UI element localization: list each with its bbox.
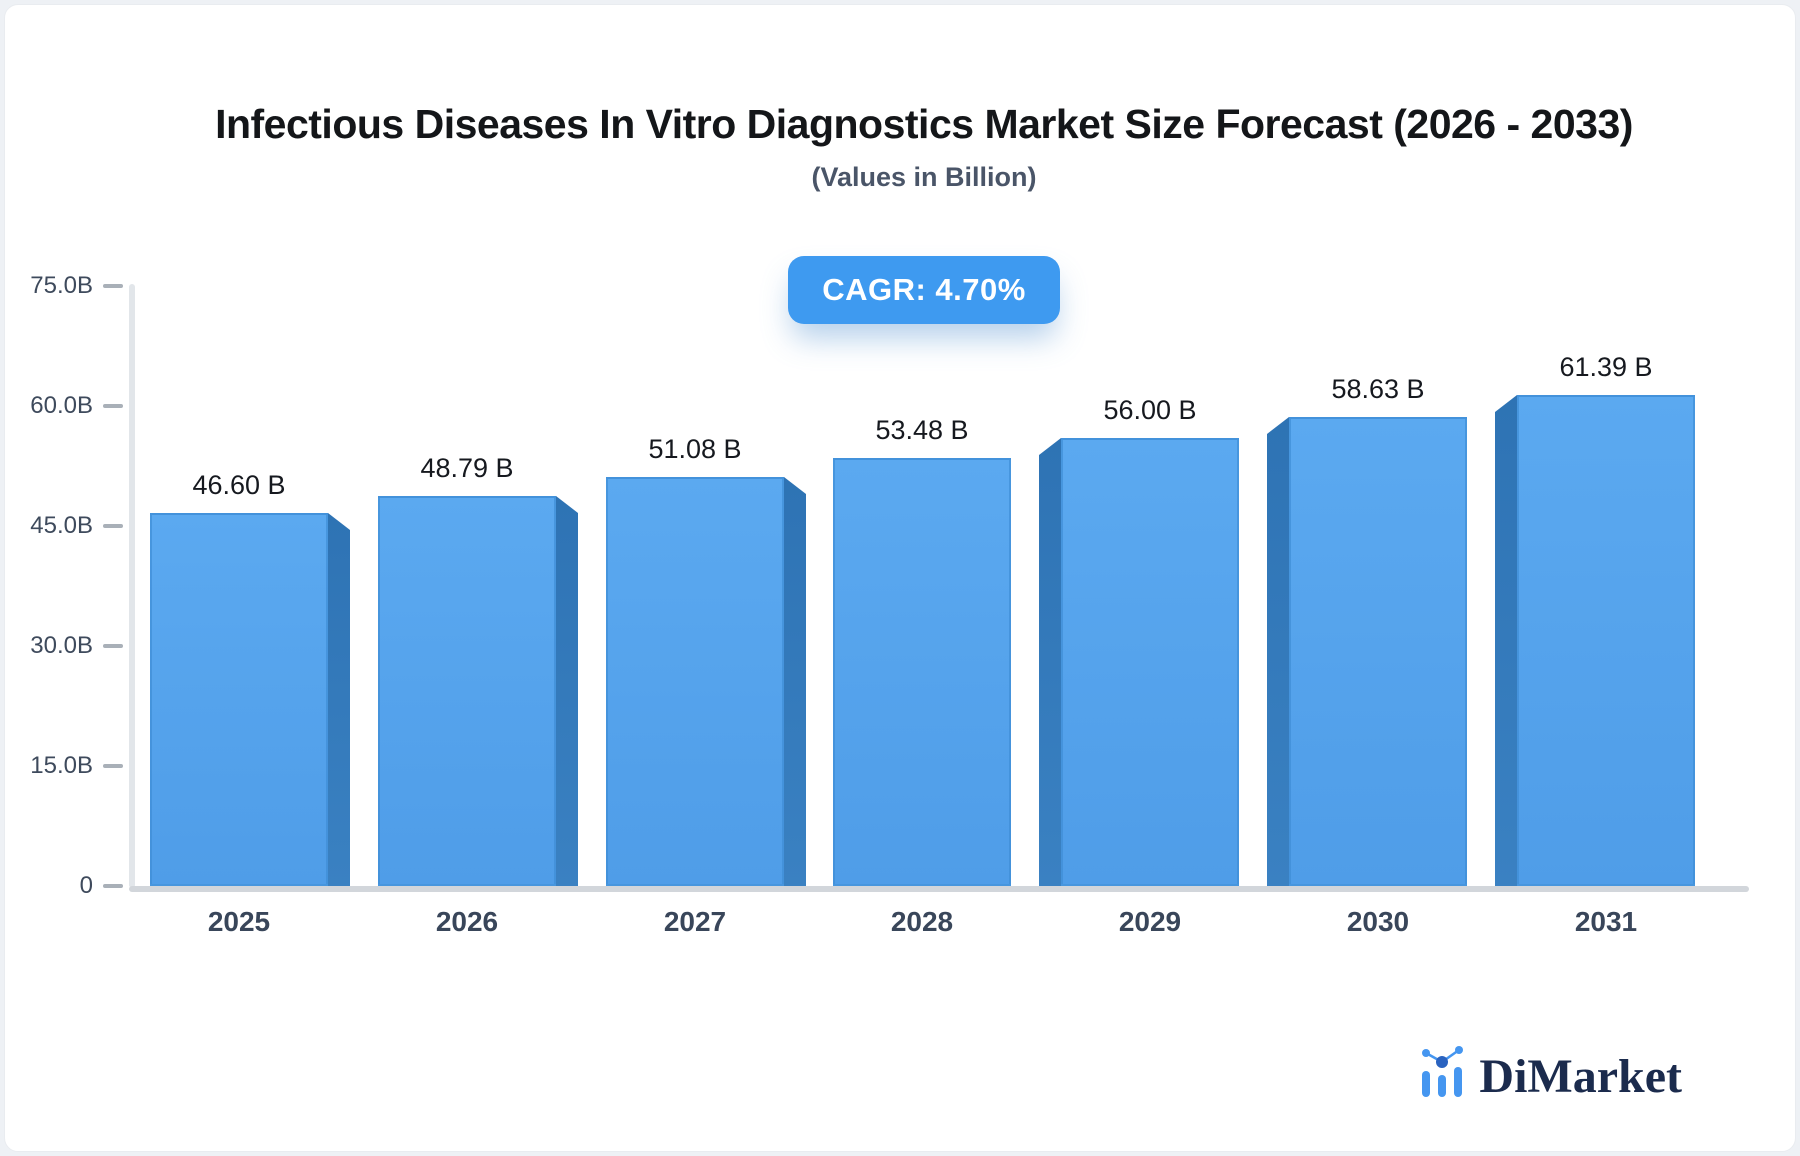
bar-3d-side-2026 [556,496,578,886]
bar-2031 [1517,395,1695,886]
bar-value-label-2028: 53.48 B [875,415,969,445]
chart-card: Infectious Diseases In Vitro Diagnostics… [4,4,1796,1152]
chart-subtitle: (Values in Billion) [811,162,1037,192]
bar-chart-trend-logo-icon [1422,1046,1464,1097]
x-axis-label-2026: 2026 [435,906,499,937]
y-axis-tick [103,884,123,888]
y-axis-label-45.0B: 45.0B [30,512,93,539]
bar-value-label-2027: 51.08 B [648,434,742,464]
x-axis-label-2030: 2030 [1346,906,1410,937]
bar-3d-side-2029 [1039,438,1061,886]
bar-value-label-2025: 46.60 B [192,470,286,500]
chart-header: Infectious Diseases In Vitro Diagnostics… [53,101,1795,193]
y-axis-tick [103,764,123,768]
y-axis-tick [103,644,123,648]
x-axis-label-2025: 2025 [207,906,271,937]
bar-2027 [606,477,784,886]
x-axis-label-2028: 2028 [890,906,954,937]
y-axis-tick [103,404,123,408]
y-axis-label-30.0B: 30.0B [30,632,93,659]
bar-2030 [1289,417,1467,886]
bar-3d-side-2025 [328,513,350,886]
x-axis-label-2029: 2029 [1118,906,1182,937]
bar-chart-plot: 75.0B 60.0B 45.0B 30.0B 15.0B 0 46.60 B 2025 48.… [5,5,1795,1151]
bar-2028 [833,458,1011,886]
bar-value-label-2026: 48.79 B [420,453,514,483]
chart-title: Infectious Diseases In Vitro Diagnostics… [215,101,1633,147]
x-axis-label-2027: 2027 [663,906,727,937]
brand-logo: DiMarket [1421,1045,1682,1101]
cagr-badge: CAGR: 4.70% [788,256,1060,324]
y-axis-tick [103,284,123,288]
brand-logo-text: DiMarket [1479,1050,1682,1103]
x-axis-label-2031: 2031 [1574,906,1638,937]
bar-value-label-2029: 56.00 B [1103,395,1197,425]
y-axis-label-60.0B: 60.0B [30,392,93,419]
x-axis-line [129,886,1749,892]
y-axis-label-75.0B: 75.0B [30,272,93,299]
bar-3d-side-2031 [1495,395,1517,886]
y-axis-line [129,284,135,888]
bar-2029 [1061,438,1239,886]
bar-2025 [150,513,328,886]
bar-3d-side-2027 [784,477,806,886]
y-axis-tick [103,524,123,528]
y-axis-label-15.0B: 15.0B [30,752,93,779]
bar-3d-side-2030 [1267,417,1289,886]
bar-value-label-2030: 58.63 B [1331,374,1425,404]
bar-2026 [378,496,556,886]
chart-stage: Infectious Diseases In Vitro Diagnostics… [5,5,1795,1151]
y-axis-label-0: 0 [79,872,93,899]
bar-value-label-2031: 61.39 B [1559,352,1653,382]
